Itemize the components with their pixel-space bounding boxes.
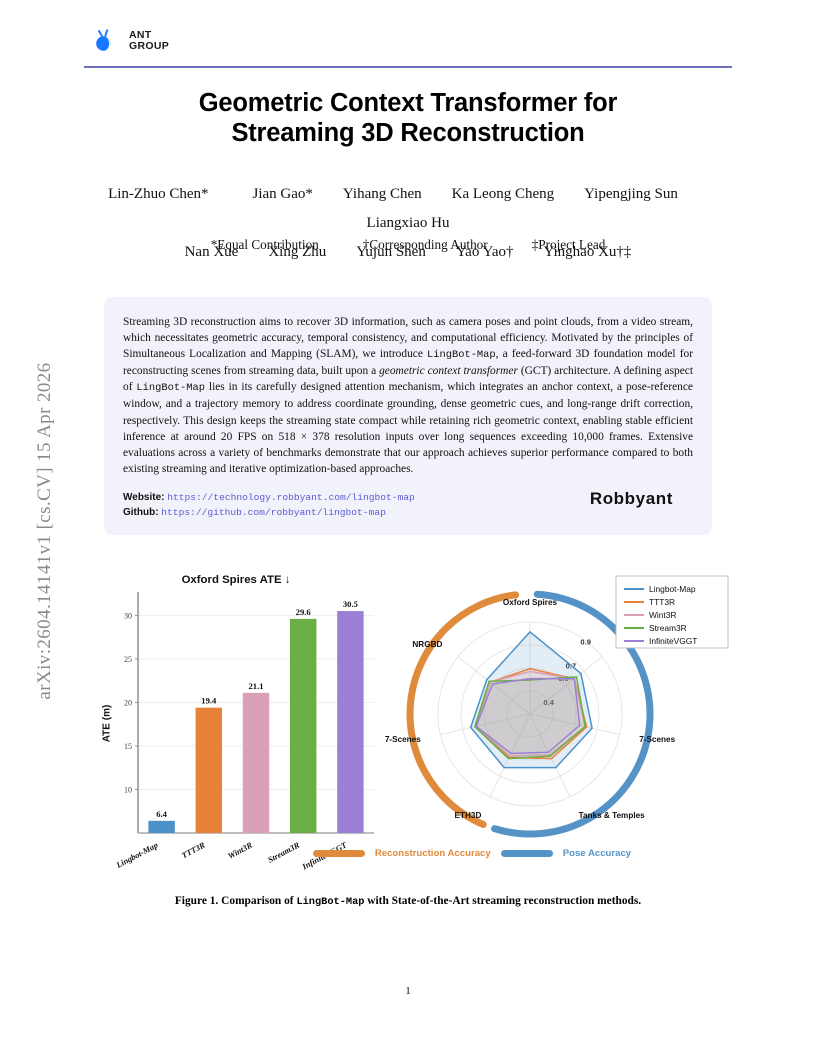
website-link-row[interactable]: Website: https://technology.robbyant.com… bbox=[123, 490, 693, 505]
radar-rtick-label: 0.9 bbox=[580, 638, 591, 647]
pose-accuracy-swatch bbox=[500, 850, 553, 857]
affiliation-notes: *Equal Contribution †Corresponding Author… bbox=[84, 237, 732, 253]
bar-value-label: 6.4 bbox=[156, 809, 167, 819]
legend-label-InfiniteVGGT: InfiniteVGGT bbox=[649, 636, 697, 646]
bar-ytick-label: 15 bbox=[124, 742, 132, 751]
note-project-lead: ‡Project Lead bbox=[531, 237, 606, 252]
gct-italic: geometric context transformer bbox=[379, 365, 518, 378]
github-label: Github: bbox=[123, 506, 159, 518]
radar-axis-label: NRGBD bbox=[412, 640, 442, 649]
abstract-text: Streaming 3D reconstruction aims to reco… bbox=[123, 316, 693, 475]
bar-4 bbox=[337, 611, 364, 833]
radar-rtick-label: 0.4 bbox=[543, 698, 554, 707]
radar-series-Stream3R bbox=[473, 676, 587, 760]
bar-0 bbox=[148, 820, 175, 833]
note-corresponding-author: †Corresponding Author bbox=[362, 237, 488, 252]
radar-axis-label: 7-Scenes bbox=[639, 735, 675, 744]
website-label: Website: bbox=[123, 491, 165, 503]
page-title: Geometric Context Transformer for Stream… bbox=[84, 88, 732, 148]
bar-category-label: Lingbot-Map bbox=[114, 841, 159, 871]
pose-accuracy-label: Pose Accuracy bbox=[562, 848, 632, 859]
note-equal-contribution: *Equal Contribution bbox=[210, 237, 319, 252]
title-line-2: Streaming 3D Reconstruction bbox=[231, 119, 585, 147]
legend-label-Lingbot-Map: Lingbot-Map bbox=[649, 584, 696, 594]
bar-ytick-label: 25 bbox=[124, 655, 132, 664]
radar-axis-label: ETH3D bbox=[455, 811, 482, 820]
radar-rtick-label: 0.7 bbox=[566, 662, 577, 671]
bar-chart-title: Oxford Spires ATE ↓ bbox=[181, 574, 291, 586]
pose-accuracy-arc bbox=[491, 590, 654, 838]
bar-value-label: 29.6 bbox=[296, 607, 312, 617]
reconstruction-accuracy-swatch bbox=[312, 850, 365, 857]
legend-label-TTT3R: TTT3R bbox=[649, 597, 675, 607]
radar-axis-label: 7-Scenes bbox=[385, 735, 421, 744]
radar-series-Wint3R bbox=[475, 670, 587, 757]
project-links: Website: https://technology.robbyant.com… bbox=[123, 490, 693, 520]
abstract-box: Streaming 3D reconstruction aims to reco… bbox=[104, 297, 712, 535]
legend-label-Wint3R: Wint3R bbox=[649, 610, 676, 620]
ant-logo-line2: GROUP bbox=[129, 40, 170, 52]
github-link-row[interactable]: Github: https://github.com/robbyant/ling… bbox=[123, 505, 693, 520]
reconstruction-accuracy-arc bbox=[406, 591, 520, 829]
bar-value-label: 19.4 bbox=[201, 696, 217, 706]
author: Liangxiao Hu bbox=[366, 215, 450, 231]
bar-value-label: 30.5 bbox=[343, 599, 358, 609]
bar-category-label: TTT3R bbox=[180, 840, 207, 860]
author: Yujun Shen bbox=[356, 244, 426, 260]
arc-group-legend: Reconstruction Accuracy Pose Accuracy bbox=[296, 848, 648, 859]
ant-logo-wordmark: ANT GROUP bbox=[129, 28, 170, 53]
reconstruction-accuracy-label: Reconstruction Accuracy bbox=[374, 848, 491, 859]
author: Yao Yao† bbox=[455, 244, 514, 260]
bar-chart-svg: 10 15 20 25 30 6.4 Lingbot-Map 19.4 TTT3R 21.1 Win… bbox=[114, 592, 374, 872]
author: Yipengjing Sun bbox=[584, 186, 678, 202]
radar-axis-label: Tanks & Temples bbox=[579, 811, 646, 820]
author: Yinghao Xu†‡ bbox=[543, 244, 632, 260]
radar-chart-svg: Oxford Spires ETH3D 7-Scenes Tanks & Temple… bbox=[385, 575, 729, 838]
bar-ytick-label: 30 bbox=[124, 611, 132, 620]
author-list: Lin-Zhuo Chen* Jian Gao* Yihang Chen Ka Leo… bbox=[84, 180, 732, 267]
author: Yihang Chen bbox=[342, 186, 422, 202]
author: Lin-Zhuo Chen* bbox=[108, 186, 209, 202]
bar-ytick-label: 10 bbox=[124, 785, 132, 794]
bar-3 bbox=[289, 618, 317, 833]
website-url[interactable]: https://technology.robbyant.com/lingbot-… bbox=[167, 491, 415, 503]
model-name-mono: LingBot-Map bbox=[427, 349, 496, 362]
radar-series-InfiniteVGGT bbox=[475, 677, 581, 755]
caption-prefix: Figure 1. bbox=[174, 895, 219, 907]
bar-value-label: 21.1 bbox=[248, 681, 263, 691]
robbyant-logo: Robbyant bbox=[589, 488, 673, 508]
ant-logo-line1: ANT bbox=[129, 28, 152, 41]
bar-chart-panel: Oxford Spires ATE ↓ ATE (m) 10 15 20 25 30 6.… bbox=[90, 568, 382, 888]
author: Ka Leong Cheng bbox=[451, 186, 555, 202]
title-line-1: Geometric Context Transformer for bbox=[198, 89, 618, 117]
header-divider bbox=[84, 66, 732, 68]
author: Xing Zhu bbox=[268, 244, 327, 260]
page-number: 1 bbox=[405, 985, 411, 997]
author: Nan Xue bbox=[184, 244, 239, 260]
author-row-2: Nan Xue Xing Zhu Yujun Shen Yao Yao† Yinghao… bbox=[84, 238, 732, 267]
ant-logo-icon bbox=[92, 26, 122, 56]
radar-chart-panel: Oxford Spires ETH3D 7-Scenes Tanks & Temple… bbox=[380, 568, 732, 888]
author: Jian Gao* bbox=[252, 186, 313, 202]
github-url[interactable]: https://github.com/robbyant/lingbot-map bbox=[161, 506, 386, 518]
bar-2 bbox=[242, 692, 270, 833]
ant-group-logo: ANT GROUP bbox=[92, 26, 169, 56]
bar-1 bbox=[195, 707, 223, 833]
bar-category-label: Wint3R bbox=[226, 840, 254, 860]
model-name-mono: LingBot-Map bbox=[136, 382, 205, 395]
figure-caption: Figure 1. Comparison of LingBot-Map with… bbox=[174, 895, 642, 908]
figure-1: Oxford Spires ATE ↓ ATE (m) 10 15 20 25 30 6.… bbox=[84, 568, 732, 888]
bar-chart-ylabel: ATE (m) bbox=[101, 704, 113, 743]
radar-axis-label: Oxford Spires bbox=[503, 598, 558, 607]
author-row-1: Lin-Zhuo Chen* Jian Gao* Yihang Chen Ka Leo… bbox=[84, 180, 732, 238]
arxiv-stamp: arXiv:2604.14141v1 [cs.CV] 15 Apr 2026 bbox=[34, 362, 55, 700]
bar-ytick-label: 20 bbox=[124, 698, 132, 707]
legend-label-Stream3R: Stream3R bbox=[649, 623, 687, 633]
radar-series-Lingbot-Map bbox=[469, 630, 593, 769]
